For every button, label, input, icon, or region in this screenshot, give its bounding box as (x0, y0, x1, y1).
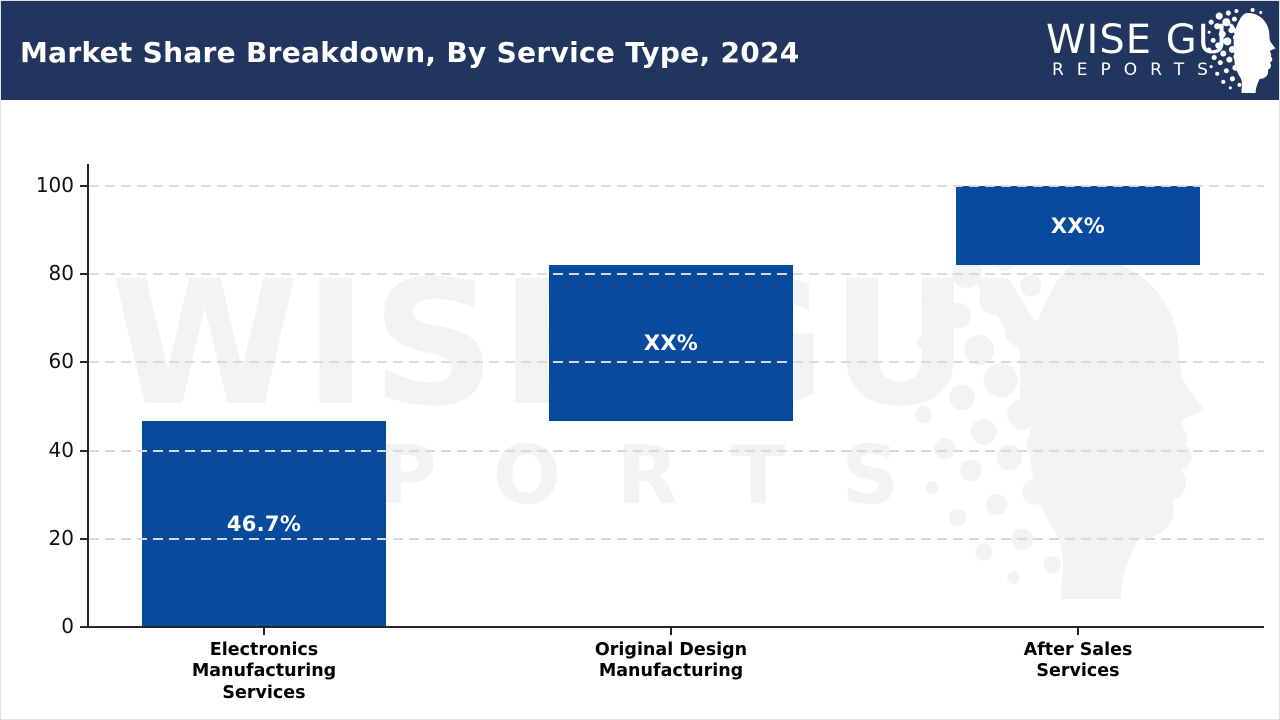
y-tick-label: 80 (48, 261, 74, 286)
gridline-60 (89, 361, 1264, 364)
bar-segment: XX% (956, 186, 1200, 265)
y-tick-mark (80, 626, 87, 628)
x-category-label: Electronics Manufacturing Services (191, 640, 337, 703)
y-tick-mark (80, 537, 87, 540)
y-tick-label: 0 (61, 614, 74, 638)
y-tick-label: 60 (48, 349, 74, 374)
x-tick-mark (670, 628, 672, 635)
y-tick-mark (80, 273, 87, 276)
x-tick-mark (1077, 628, 1079, 635)
x-axis-line (87, 626, 1264, 628)
bar-value-label: XX% (643, 331, 699, 355)
gridline-40 (89, 449, 1264, 452)
brand-dotted-head-icon (1204, 8, 1280, 94)
gridline-20 (89, 537, 1264, 540)
gridline-100 (89, 185, 1264, 187)
header-bar: Market Share Breakdown, By Service Type,… (0, 0, 1280, 100)
bar-value-label: XX% (1050, 213, 1106, 238)
x-tick-mark (263, 628, 265, 635)
y-tick-mark (80, 361, 87, 364)
bar-segment: 46.7% (142, 421, 386, 627)
y-tick-label: 100 (35, 173, 74, 197)
y-tick-label: 20 (48, 525, 74, 550)
bar-segment: XX% (549, 265, 793, 421)
gridline-80 (89, 273, 1264, 276)
y-axis-line (87, 164, 89, 628)
page-title: Market Share Breakdown, By Service Type,… (20, 36, 800, 69)
bar-value-label: 46.7% (226, 512, 302, 536)
x-category-label: Original Design Manufacturing (594, 640, 748, 682)
brand-logo-subtext: REPORTS (1052, 60, 1221, 80)
watermark-dotted-head-icon (902, 236, 1224, 606)
y-tick-label: 40 (48, 437, 74, 462)
y-tick-mark (80, 185, 87, 187)
y-tick-mark (80, 449, 87, 452)
x-category-label: After Sales Services (1023, 640, 1133, 682)
